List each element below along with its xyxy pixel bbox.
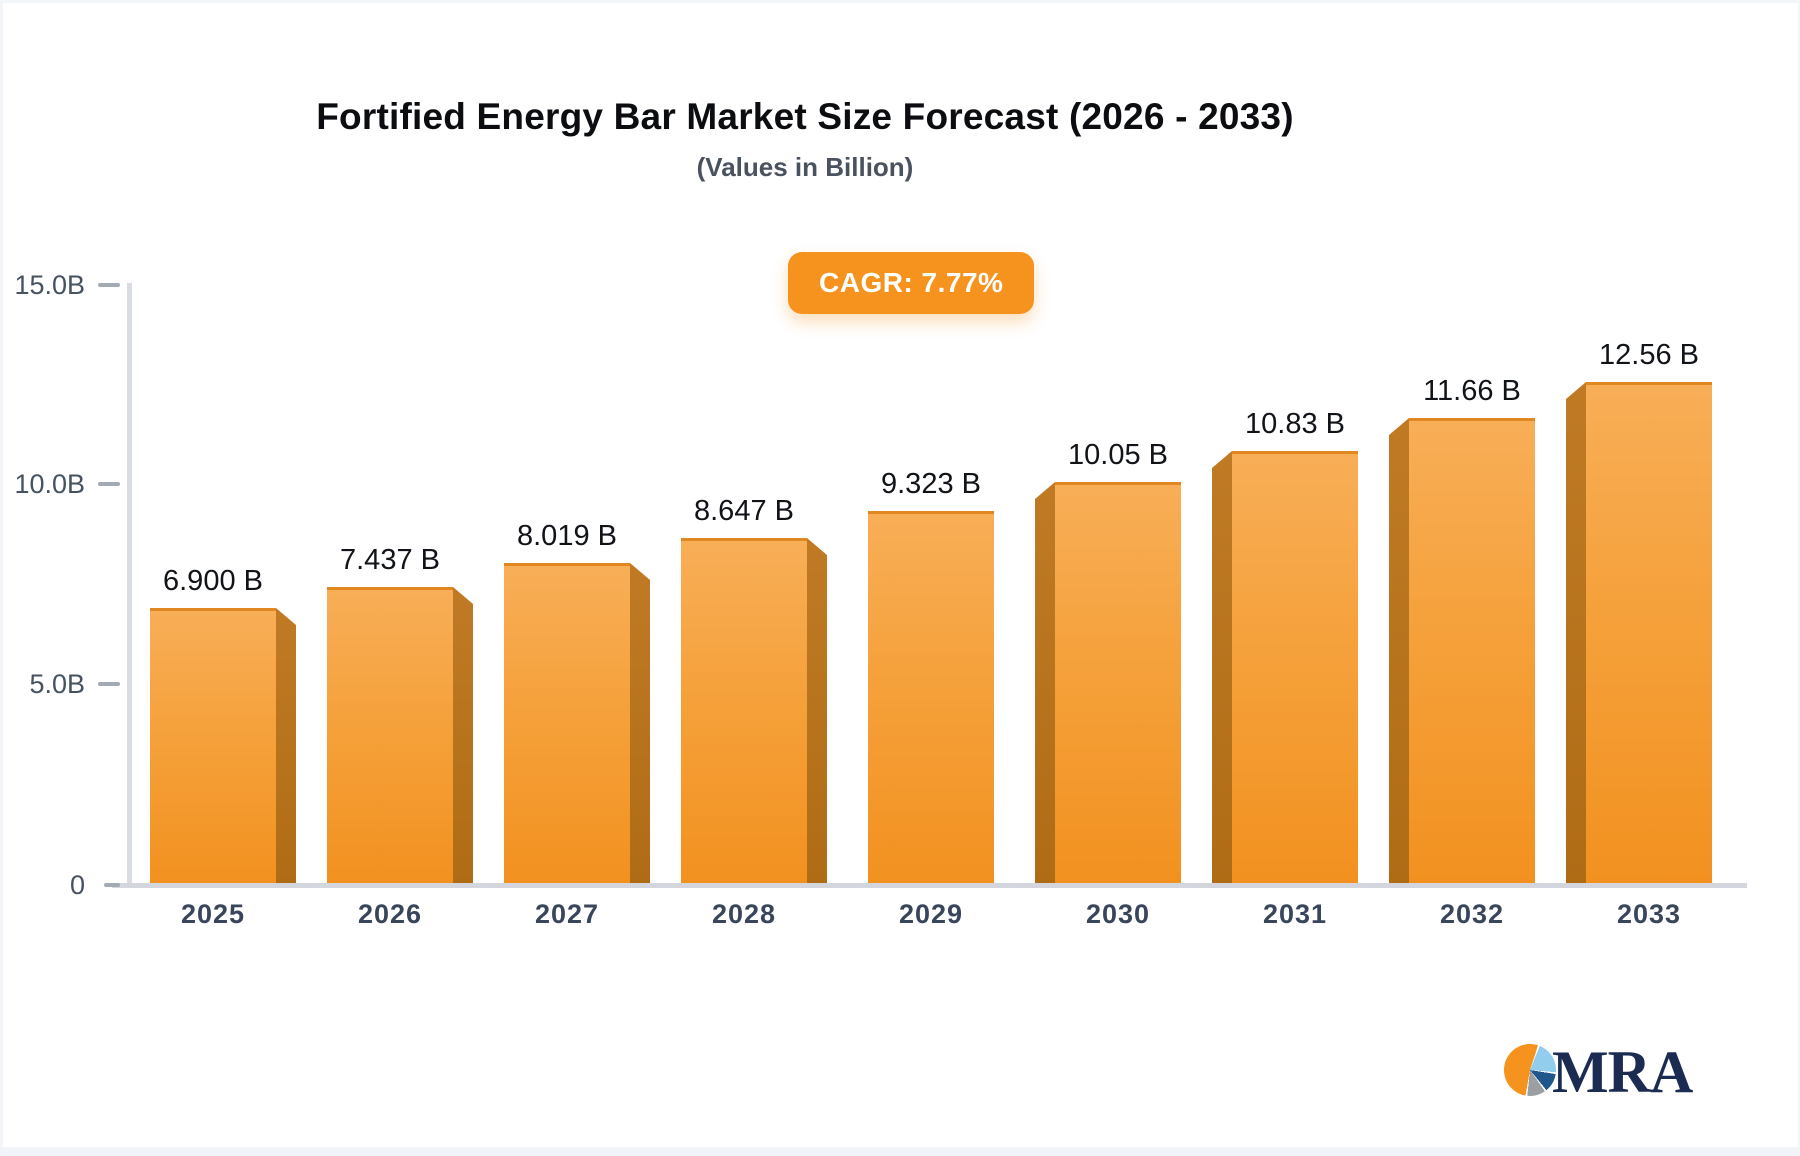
page-edge-bottom — [0, 1147, 1800, 1156]
chart-header: Fortified Energy Bar Market Size Forecas… — [0, 96, 1610, 183]
mra-logo: MRA — [1504, 1038, 1764, 1108]
x-axis-line — [112, 883, 1747, 888]
chart-title: Fortified Energy Bar Market Size Forecas… — [316, 96, 1294, 137]
y-tick-10: 10.0B — [0, 469, 120, 499]
y-tick-0: 0 — [0, 870, 120, 900]
bar-face — [681, 538, 807, 883]
y-tick-label: 5.0B — [29, 669, 85, 699]
cagr-badge: CAGR: 7.77% — [788, 252, 1035, 314]
bar-2026: 7.437 B — [327, 544, 473, 883]
page-edge-right — [1798, 0, 1800, 1156]
bar-2030: 10.05 B — [1035, 439, 1181, 883]
bar-value-label: 10.83 B — [1245, 408, 1345, 440]
bar-side-3d — [1035, 482, 1055, 883]
bar-side-3d — [1389, 418, 1409, 883]
x-tick-label-2030: 2030 — [1085, 899, 1151, 929]
bar-face — [504, 563, 630, 883]
bar-2028: 8.647 B — [681, 495, 827, 883]
bar-value-label: 9.323 B — [881, 468, 981, 500]
tick-dash-icon — [98, 283, 120, 287]
bar-value-label: 6.900 B — [163, 565, 263, 597]
bar-face — [150, 608, 276, 883]
bar-side-3d — [1566, 382, 1586, 883]
bar-value-label: 8.647 B — [694, 495, 794, 527]
x-tick-label-2025: 2025 — [180, 899, 246, 929]
page-edge-top — [0, 0, 1800, 3]
bar-2029: 9.323 B — [858, 468, 1004, 883]
bar-face — [1055, 482, 1181, 883]
bars-layer: 6.900 B 7.437 B 8.019 B 8.647 B 9.323 B 10.05… — [150, 0, 1750, 883]
x-tick-label-2033: 2033 — [1616, 899, 1682, 929]
chart-subtitle: (Values in Billion) — [696, 152, 914, 182]
bar-2027: 8.019 B — [504, 520, 650, 883]
bar-side-3d — [453, 587, 473, 883]
x-tick-label-2026: 2026 — [357, 899, 423, 929]
x-tick-label-2032: 2032 — [1439, 899, 1505, 929]
x-tick-label-2028: 2028 — [711, 899, 777, 929]
bar-side-3d — [1212, 451, 1232, 883]
bar-value-label: 12.56 B — [1599, 339, 1699, 371]
y-axis-line — [127, 283, 132, 888]
bar-2032: 11.66 B — [1389, 375, 1535, 883]
pie-chart-icon — [1504, 1044, 1556, 1096]
bar-face — [1409, 418, 1535, 883]
bar-face — [868, 511, 994, 883]
bar-value-label: 7.437 B — [340, 544, 440, 576]
y-tick-label: 0 — [69, 870, 85, 900]
bar-side-3d — [276, 608, 296, 883]
y-tick-label: 10.0B — [14, 469, 85, 499]
x-tick-label-2027: 2027 — [534, 899, 600, 929]
tick-dash-icon — [104, 883, 120, 887]
page-edge-left — [0, 0, 3, 1156]
bar-value-label: 8.019 B — [517, 520, 617, 552]
tick-dash-icon — [98, 482, 120, 486]
bar-face — [327, 587, 453, 883]
bar-side-3d — [807, 538, 827, 883]
bar-value-label: 11.66 B — [1423, 375, 1521, 407]
x-tick-label-2029: 2029 — [898, 899, 964, 929]
tick-dash-icon — [98, 682, 120, 686]
bar-face — [1232, 451, 1358, 883]
bar-side-3d — [630, 563, 650, 883]
logo-text: MRA — [1552, 1039, 1693, 1105]
bar-face — [1586, 382, 1712, 883]
bar-value-label: 10.05 B — [1068, 439, 1168, 471]
bar-2031: 10.83 B — [1212, 408, 1358, 883]
y-tick-15: 15.0B — [0, 270, 120, 300]
x-tick-label-2031: 2031 — [1262, 899, 1328, 929]
bar-2033: 12.56 B — [1566, 339, 1712, 883]
bar-2025: 6.900 B — [150, 565, 296, 883]
y-tick-5: 5.0B — [0, 669, 120, 699]
y-tick-label: 15.0B — [14, 270, 85, 300]
